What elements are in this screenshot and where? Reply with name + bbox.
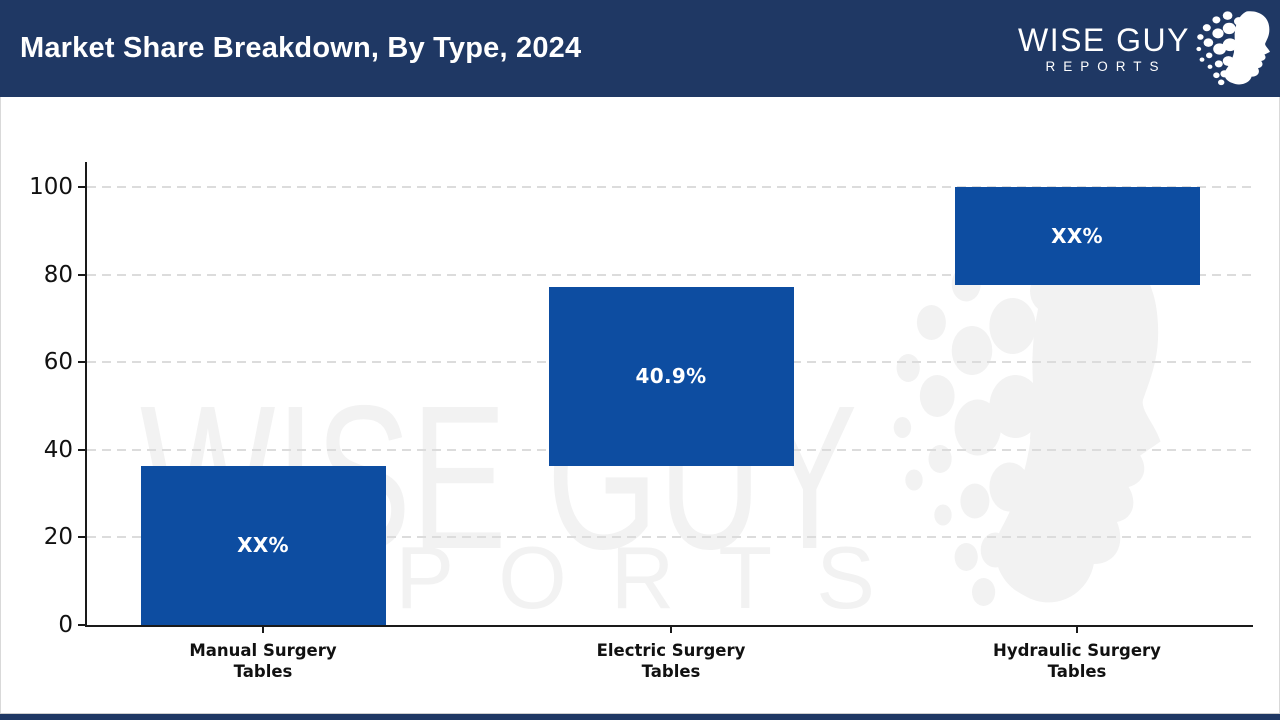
category-label-line: Tables — [641, 662, 701, 681]
y-tick-40 — [78, 448, 86, 451]
y-tick-label-100: 100 — [29, 174, 73, 200]
bar-value-label: XX% — [1051, 224, 1103, 249]
logo: WISE GUY REPORTS — [1018, 0, 1274, 97]
header: Market Share Breakdown, By Type, 2024 WI… — [0, 0, 1280, 97]
y-tick-label-0: 0 — [58, 612, 73, 638]
logo-tagline: REPORTS — [1045, 58, 1167, 74]
side-border-left — [0, 97, 1, 720]
gridline-20 — [87, 536, 1253, 539]
y-tick-80 — [78, 273, 86, 276]
y-tick-label-20: 20 — [43, 524, 73, 551]
y-tick-20 — [78, 536, 86, 539]
y-tick-0 — [78, 624, 86, 626]
y-tick-label-40: 40 — [43, 436, 73, 463]
category-label-line: Tables — [233, 662, 293, 681]
bar-value-label: XX% — [237, 533, 289, 558]
logo-face-icon — [1196, 10, 1270, 85]
category-label-hydraulic-surgery-tables: Hydraulic Surgery Tables — [917, 640, 1237, 682]
logo-wordmark: WISE GUY REPORTS — [1018, 23, 1190, 75]
page-title: Market Share Breakdown, By Type, 2024 — [20, 32, 582, 64]
bar-manual-surgery-tables: XX% — [140, 466, 386, 625]
bar-value-label: 40.9% — [635, 364, 707, 389]
x-tick-hydraulic-surgery-tables — [1076, 627, 1078, 633]
category-label-electric-surgery-tables: Electric Surgery Tables — [511, 640, 831, 682]
y-tick-100 — [78, 186, 86, 188]
category-label-line: Hydraulic Surgery — [993, 641, 1161, 660]
y-tick-label-80: 80 — [43, 261, 73, 288]
bottom-hairline — [0, 713, 1280, 714]
x-axis-line — [85, 625, 1253, 627]
logo-name: WISE GUY — [1017, 21, 1190, 58]
category-label-line: Tables — [1047, 662, 1107, 681]
y-axis-line — [85, 162, 87, 627]
y-tick-label-60: 60 — [43, 349, 73, 376]
gridline-80 — [87, 273, 1253, 276]
gridline-100 — [87, 186, 1253, 188]
y-tick-60 — [78, 361, 86, 364]
bar-electric-surgery-tables: 40.9% — [548, 286, 794, 466]
bar-hydraulic-surgery-tables: XX% — [954, 187, 1200, 286]
x-tick-electric-surgery-tables — [670, 627, 672, 633]
category-label-manual-surgery-tables: Manual Surgery Tables — [103, 640, 423, 682]
category-label-line: Manual Surgery — [189, 641, 337, 660]
x-tick-manual-surgery-tables — [262, 627, 264, 633]
category-label-line: Electric Surgery — [596, 641, 746, 660]
footer-bar — [0, 714, 1280, 720]
